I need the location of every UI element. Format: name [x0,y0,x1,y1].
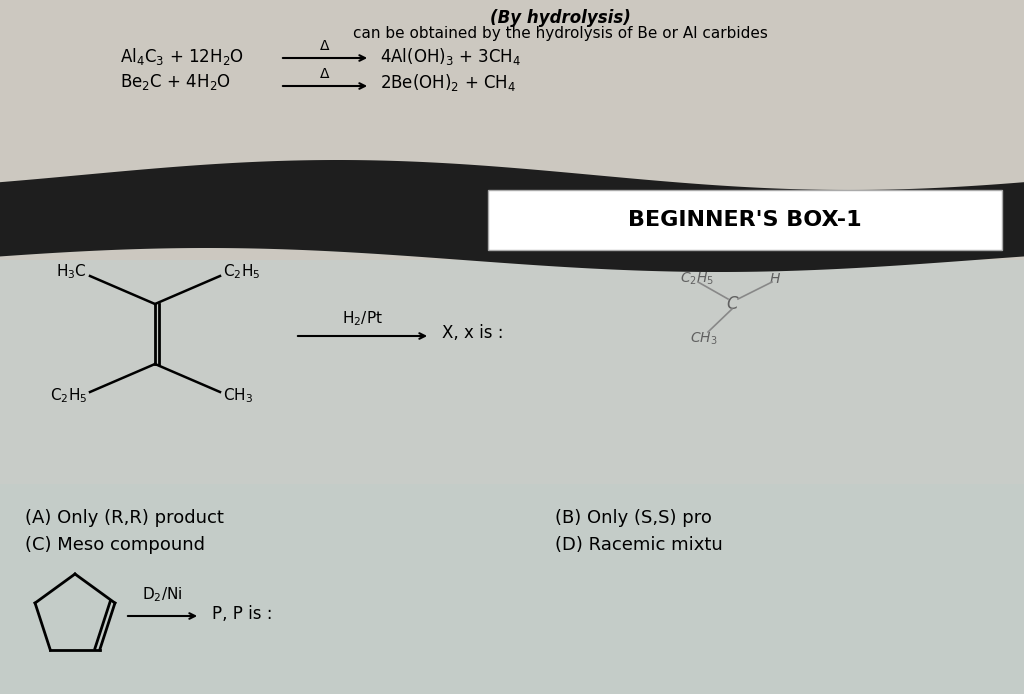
Text: C$_2$H$_5$: C$_2$H$_5$ [49,387,87,405]
Text: Δ: Δ [321,39,330,53]
Text: (D) Racemic mixtu: (D) Racemic mixtu [555,536,723,554]
FancyBboxPatch shape [488,190,1002,250]
Text: (C) Meso compound: (C) Meso compound [25,536,205,554]
Text: P, P is :: P, P is : [212,605,272,623]
Bar [0,0,1024,264]
Bar [0,234,1024,484]
Text: C$_2$H$_5$: C$_2$H$_5$ [223,262,260,281]
Text: C$_2$H$_5$: C$_2$H$_5$ [680,271,715,287]
Text: H$_3$C: H$_3$C [56,262,87,281]
Bar [0,260,1024,484]
Bar [0,0,1024,234]
Text: Al$_4$C$_3$ + 12H$_2$O: Al$_4$C$_3$ + 12H$_2$O [120,46,244,67]
Text: X, x is :: X, x is : [442,324,504,342]
Text: H: H [770,272,780,286]
Text: (By hydrolysis): (By hydrolysis) [489,9,631,27]
Text: BEGINNER'S BOX-1: BEGINNER'S BOX-1 [628,210,862,230]
Text: Be$_2$C + 4H$_2$O: Be$_2$C + 4H$_2$O [120,72,231,92]
Text: CH$_3$: CH$_3$ [223,387,253,405]
Text: (A) Only (R,R) product: (A) Only (R,R) product [25,509,224,527]
Text: (B) Only (S,S) pro: (B) Only (S,S) pro [555,509,712,527]
Text: H$_2$/Pt: H$_2$/Pt [342,310,382,328]
Text: can be obtained by the hydrolysis of Be or Al carbides: can be obtained by the hydrolysis of Be … [352,26,767,41]
Text: Δ: Δ [321,67,330,81]
Text: 4Al(OH)$_3$ + 3CH$_4$: 4Al(OH)$_3$ + 3CH$_4$ [380,46,521,67]
Text: CH$_3$: CH$_3$ [690,331,718,347]
Bar [0,484,1024,694]
Text: D$_2$/Ni: D$_2$/Ni [141,585,182,604]
Text: C: C [726,295,738,313]
Text: 2Be(OH)$_2$ + CH$_4$: 2Be(OH)$_2$ + CH$_4$ [380,72,516,93]
Polygon shape [0,160,1024,272]
